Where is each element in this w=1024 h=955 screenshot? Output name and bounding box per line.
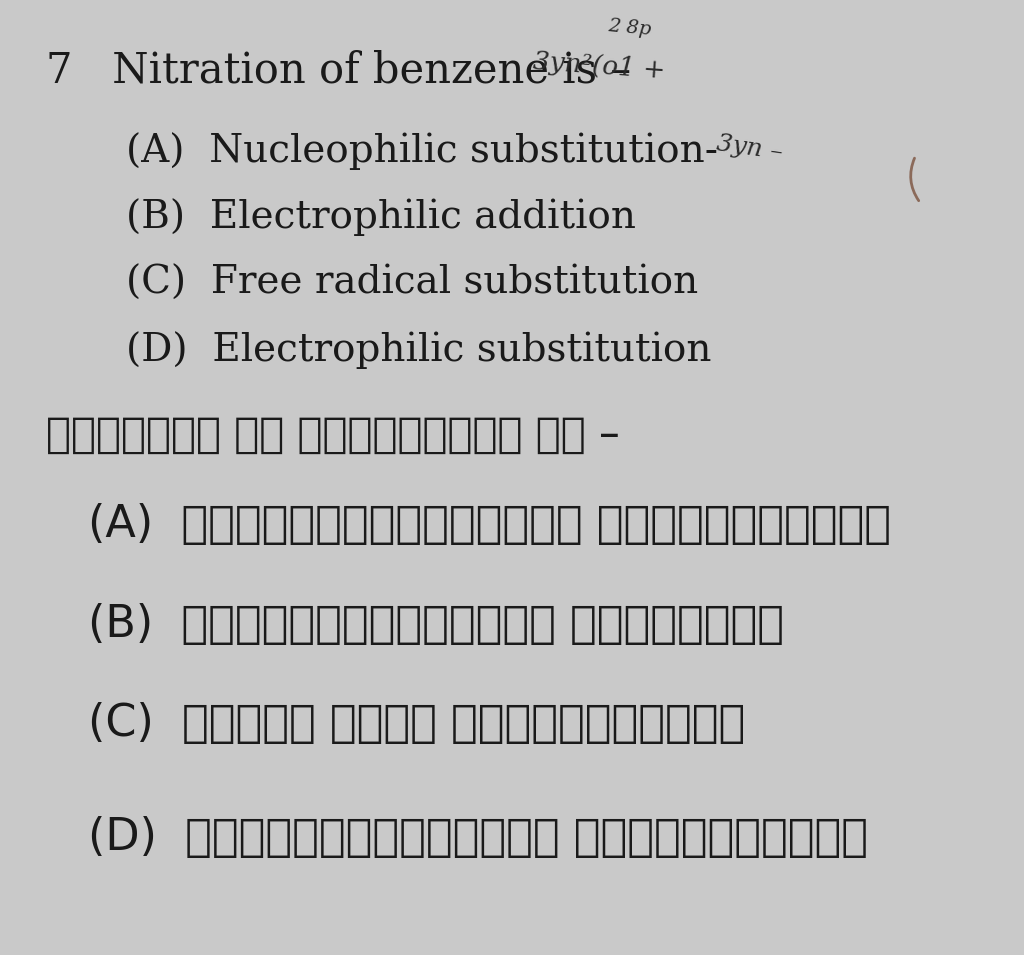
- Text: (A)  Nucleophilic substitution-: (A) Nucleophilic substitution-: [126, 132, 718, 170]
- Text: (D)  इलेक्ट्रोफिलिक प्रतिस्थापन: (D) इलेक्ट्रोफिलिक प्रतिस्थापन: [88, 816, 868, 859]
- Text: (D)  Electrophilic substitution: (D) Electrophilic substitution: [126, 330, 712, 369]
- Text: 3yn –: 3yn –: [715, 132, 783, 164]
- Text: 7   Nitration of benzene is –: 7 Nitration of benzene is –: [46, 50, 632, 92]
- Text: 2 8p: 2 8p: [607, 17, 652, 39]
- Text: (B)  Electrophilic addition: (B) Electrophilic addition: [126, 199, 636, 236]
- Text: 3yn²(o1 +: 3yn²(o1 +: [532, 49, 667, 83]
- Text: बेन्जीन का नाइट्रेशन है –: बेन्जीन का नाइट्रेशन है –: [46, 414, 620, 456]
- Text: (A)  न्यूक्लियोफिलिक प्रतिस्थापन: (A) न्यूक्लियोफिलिक प्रतिस्थापन: [88, 503, 891, 546]
- Text: (C)  Free radical substitution: (C) Free radical substitution: [126, 265, 698, 302]
- Text: (B)  इलेक्ट्रोफिलिक योगात्मक: (B) इलेक्ट्रोफिलिक योगात्मक: [88, 603, 784, 646]
- Text: (C)  मुक्त मूलक प्रतिस्थापन: (C) मुक्त मूलक प्रतिस्थापन: [88, 702, 745, 745]
